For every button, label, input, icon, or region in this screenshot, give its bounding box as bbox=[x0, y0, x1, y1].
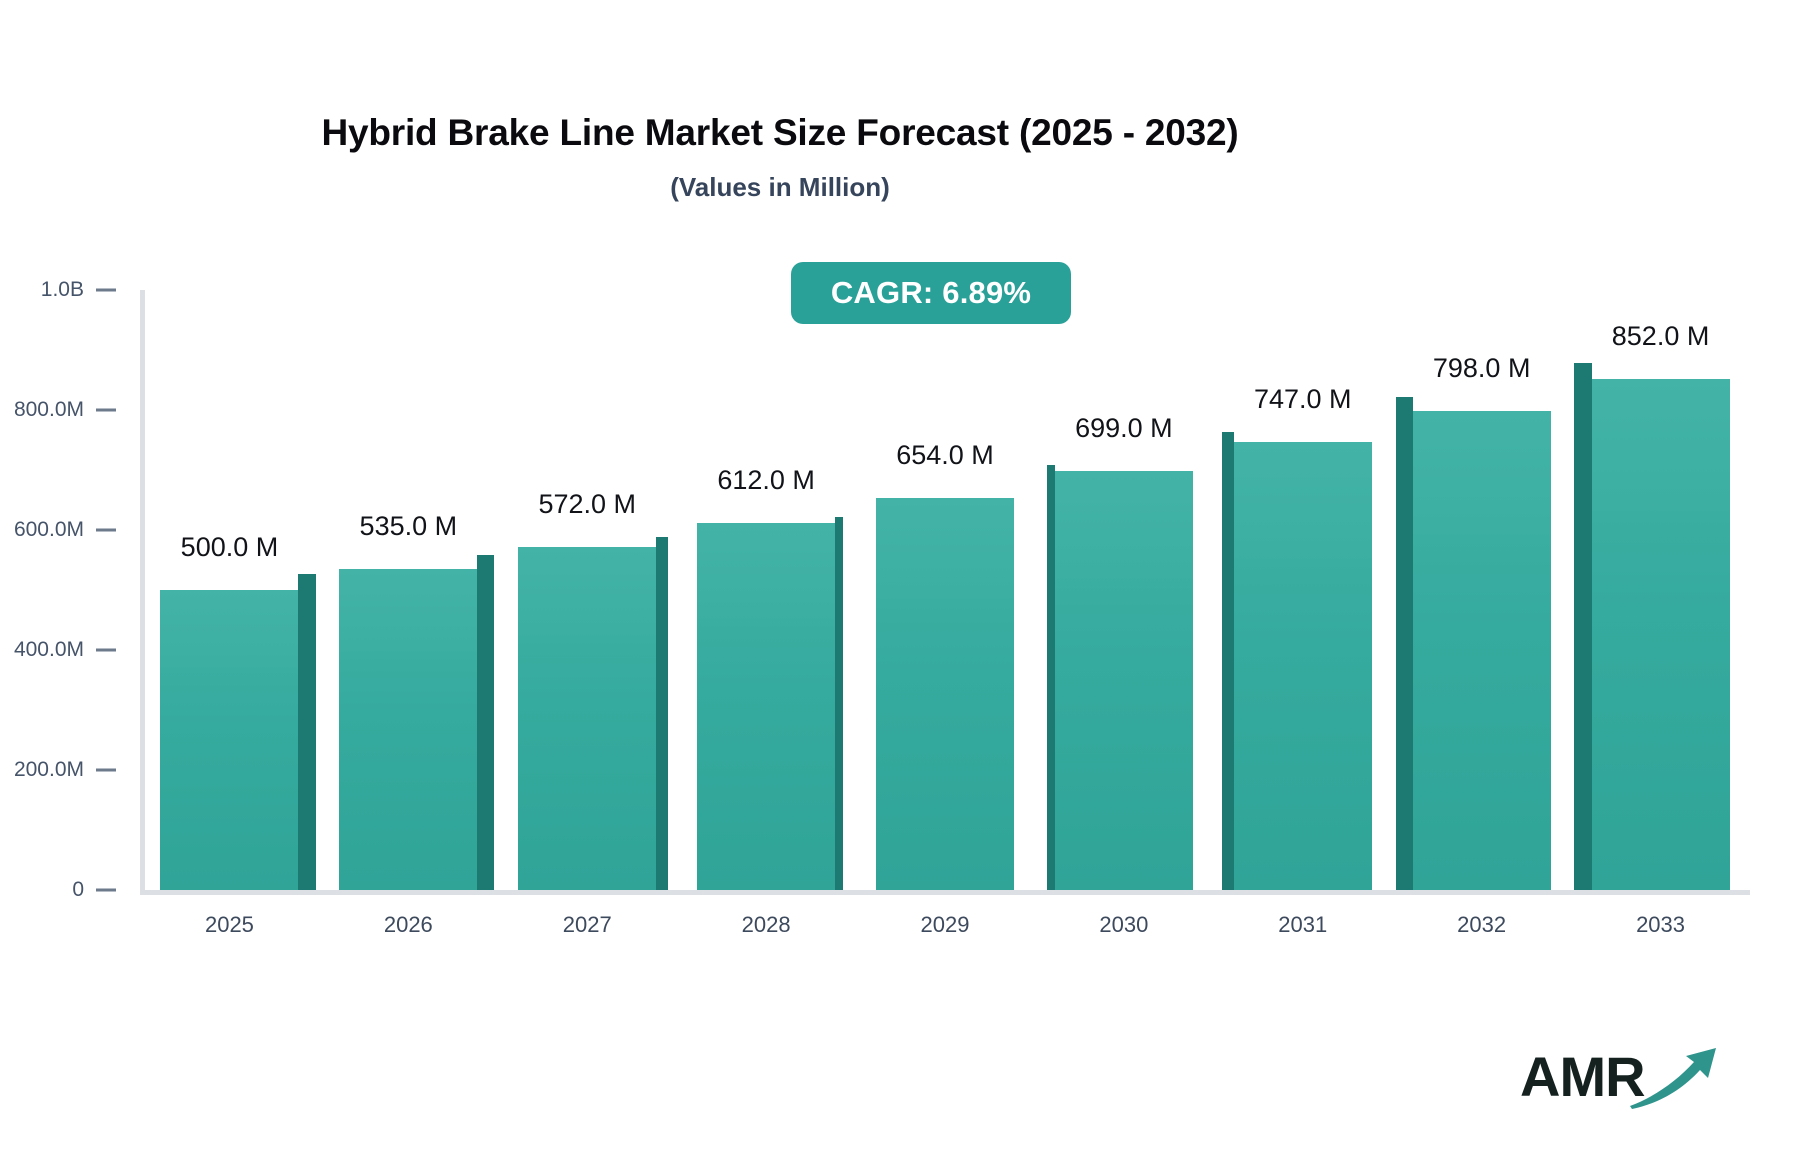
y-axis-line bbox=[140, 290, 145, 890]
bar bbox=[518, 536, 669, 890]
x-tick-label: 2030 bbox=[1099, 912, 1149, 937]
bar-top-face bbox=[298, 574, 317, 590]
bar-front-face bbox=[1054, 470, 1193, 890]
chart-subtitle: (Values in Million) bbox=[670, 172, 890, 202]
y-tick-label: 0 bbox=[72, 878, 84, 901]
y-tick-label: 800.0M bbox=[13, 398, 84, 421]
bar-front-face bbox=[339, 569, 478, 890]
cagr-badge: CAGR: 6.89% bbox=[791, 262, 1071, 324]
bar-value-label: 747.0 M bbox=[1253, 383, 1352, 414]
growth-arrow-icon bbox=[1630, 1048, 1716, 1109]
x-tick-label: 2032 bbox=[1457, 912, 1507, 937]
bar-value-label: 654.0 M bbox=[896, 439, 994, 470]
x-tick-label: 2031 bbox=[1278, 912, 1328, 937]
bar-top-face bbox=[1573, 362, 1592, 379]
bar-side-face bbox=[1221, 431, 1234, 890]
bar-front-face bbox=[1233, 441, 1372, 890]
y-tick-mark bbox=[96, 648, 116, 652]
y-tick-mark bbox=[96, 528, 116, 532]
bar bbox=[1573, 362, 1730, 890]
bar-side-face bbox=[835, 516, 844, 890]
bar-front-face bbox=[1591, 378, 1730, 890]
bar-front-face bbox=[518, 546, 657, 890]
bar-top-face bbox=[656, 536, 669, 547]
bar-value-label: 852.0 M bbox=[1611, 320, 1710, 351]
bar bbox=[1221, 431, 1372, 890]
x-tick-label: 2029 bbox=[920, 912, 970, 937]
bar-top-face bbox=[1395, 397, 1413, 412]
bar bbox=[339, 555, 495, 890]
bar-front-face bbox=[876, 497, 1014, 890]
bar bbox=[160, 574, 317, 890]
bar bbox=[876, 497, 1014, 890]
cagr-badge-label: CAGR: 6.89% bbox=[830, 275, 1032, 310]
bar-side-face bbox=[477, 555, 495, 890]
y-tick-mark bbox=[96, 408, 116, 412]
bar-side-face bbox=[656, 536, 669, 890]
bar-front-face bbox=[1412, 411, 1551, 890]
bar-top-face bbox=[835, 516, 844, 523]
bar-value-label: 612.0 M bbox=[717, 464, 815, 495]
y-tick-label: 400.0M bbox=[13, 638, 84, 661]
x-tick-label: 2028 bbox=[741, 912, 791, 937]
bar bbox=[697, 516, 844, 890]
bar-top-face bbox=[1046, 464, 1055, 471]
y-tick-mark bbox=[96, 288, 116, 292]
chart-title: Hybrid Brake Line Market Size Forecast (… bbox=[321, 112, 1239, 153]
plot-area: 0 200.0M 400.0M 600.0M 800.0M 1.0B 500.0 M 535… bbox=[14, 278, 1750, 937]
amr-logo: AMR bbox=[1520, 1040, 1720, 1120]
bar-value-label: 572.0 M bbox=[538, 488, 636, 519]
x-tick-label: 2025 bbox=[204, 912, 254, 937]
bar bbox=[1395, 397, 1551, 890]
bar-side-face bbox=[1046, 464, 1055, 890]
bar-top-face bbox=[477, 555, 495, 569]
y-tick-mark bbox=[96, 768, 116, 772]
bar-value-label: 699.0 M bbox=[1075, 412, 1173, 443]
bar-side-face bbox=[1573, 362, 1592, 890]
bar-side-face bbox=[1395, 397, 1413, 890]
bar-front-face bbox=[160, 590, 299, 890]
bar-value-label: 798.0 M bbox=[1432, 353, 1531, 384]
bar-top-face bbox=[1221, 431, 1234, 442]
x-tick-label: 2033 bbox=[1636, 912, 1686, 937]
bar bbox=[1046, 464, 1193, 890]
y-tick-label: 600.0M bbox=[13, 518, 84, 541]
x-tick-label: 2027 bbox=[562, 912, 612, 937]
bar-value-label: 535.0 M bbox=[359, 511, 458, 541]
bar-front-face bbox=[697, 522, 836, 890]
bar-side-face bbox=[298, 574, 317, 890]
y-tick-label: 1.0B bbox=[40, 278, 84, 301]
amr-logo-text: AMR bbox=[1520, 1045, 1646, 1108]
y-tick-label: 200.0M bbox=[13, 758, 84, 781]
bar-value-label: 500.0 M bbox=[180, 532, 279, 562]
x-tick-label: 2026 bbox=[383, 912, 433, 937]
y-tick-mark bbox=[96, 888, 116, 892]
x-axis-line bbox=[140, 890, 1750, 895]
